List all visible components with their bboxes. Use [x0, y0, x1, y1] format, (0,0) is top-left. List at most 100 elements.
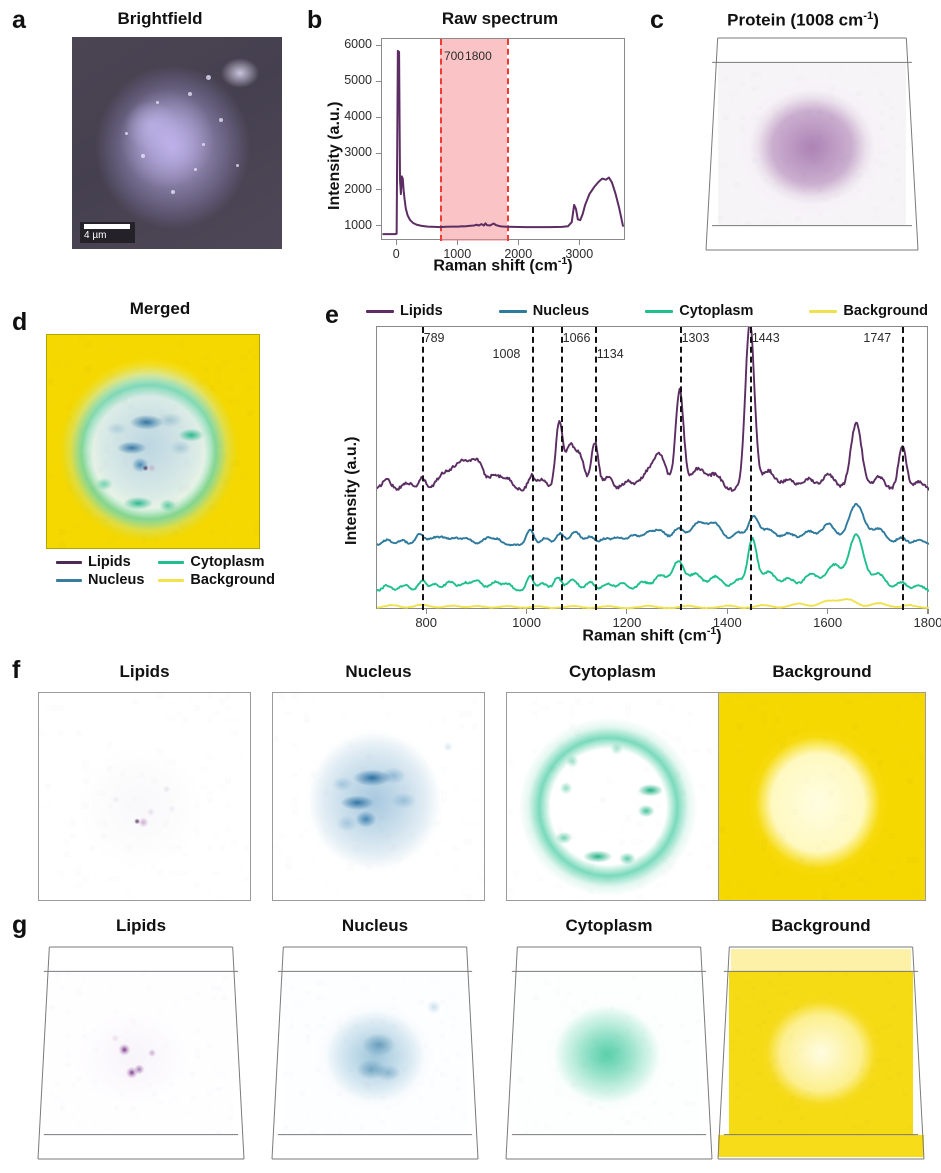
peak-label: 1008 — [492, 347, 521, 361]
volume-content — [717, 62, 907, 226]
volume-bottom-slab — [718, 1134, 924, 1157]
legend-swatch — [498, 309, 527, 313]
tick-mark — [376, 116, 381, 118]
tick-label: 0 — [392, 247, 400, 261]
tick-mark — [376, 188, 381, 191]
tick-label: 6000 — [344, 37, 372, 52]
peak-label: 789 — [423, 331, 445, 345]
tick-mark — [425, 609, 427, 614]
legend-item: Lipids — [56, 554, 144, 570]
volume-wireframe — [717, 946, 925, 1160]
tick-mark — [376, 152, 381, 155]
panel-f-map-title: Background — [772, 662, 872, 681]
legend-item: Cytoplasm — [645, 303, 753, 319]
panel-letter-g: g — [12, 911, 28, 939]
panel-g-map-title: Nucleus — [341, 916, 409, 935]
panel-g-map-title: Lipids — [115, 916, 167, 935]
legend-swatch — [56, 560, 82, 564]
peak-label: 1303 — [681, 331, 710, 345]
tick-label: 1400 — [712, 615, 742, 630]
panel-b-band-high-label: 1800 — [465, 49, 492, 63]
tick-label: 3000 — [344, 145, 372, 160]
panel-e-plot-area — [376, 326, 929, 610]
tick-mark — [525, 609, 528, 614]
volume-wireframe — [37, 946, 245, 1160]
panel-letter-f: f — [12, 656, 21, 684]
panel-b-plot-area: 700 1800 — [381, 38, 625, 241]
peak-marker-line — [421, 327, 424, 610]
panel-b-shaded-band — [439, 39, 508, 241]
panel-b-dashed-line-high — [507, 39, 510, 241]
panel-e-spectra-curves — [377, 327, 929, 610]
tick-label: 1200 — [612, 615, 642, 630]
panel-b-dashed-line-low — [439, 39, 442, 241]
panel-g-map-title: Background — [771, 916, 871, 935]
legend-swatch — [158, 560, 185, 564]
panel-b-xlabel: Raman shift (cm-1) — [433, 255, 573, 275]
tick-mark — [456, 240, 458, 245]
scale-bar-line — [84, 224, 130, 229]
legend-label: Background — [190, 572, 276, 588]
panel-b-title: Raw spectrum — [441, 9, 559, 28]
tick-label: 1000 — [344, 217, 372, 232]
legend-item: Lipids — [366, 303, 443, 319]
legend-label: Nucleus — [88, 572, 145, 588]
tick-label: 2000 — [504, 247, 533, 261]
volume-top-slab — [731, 949, 911, 972]
legend-item: Background — [809, 303, 928, 319]
peak-label: 1747 — [863, 331, 892, 345]
panel-g-volume-cytoplasm — [505, 946, 713, 1160]
legend-item: Nucleus — [56, 572, 144, 588]
tick-label: 2000 — [344, 181, 372, 196]
panel-f-map-nucleus — [272, 692, 485, 901]
peak-label: 1443 — [751, 331, 780, 345]
tick-label: 3000 — [565, 247, 594, 261]
tick-mark — [626, 609, 628, 614]
panel-f-map-title: Nucleus — [345, 662, 412, 681]
panel-letter-e: e — [325, 301, 339, 329]
panel-c-volume-render — [705, 37, 919, 251]
panel-d-title: Merged — [129, 299, 191, 318]
panel-g-volume-nucleus — [271, 946, 479, 1160]
panel-f-map-lipids — [38, 692, 251, 901]
legend-swatch — [809, 309, 838, 313]
legend-swatch — [366, 309, 394, 313]
tick-label: 5000 — [344, 73, 372, 88]
tick-mark — [376, 80, 381, 82]
tick-mark — [395, 240, 397, 245]
peak-marker-line — [594, 327, 597, 610]
volume-content — [729, 971, 913, 1135]
tick-label: 1000 — [512, 615, 541, 630]
volume-content — [49, 971, 233, 1135]
legend-label: Lipids — [400, 303, 443, 319]
volume-content — [517, 971, 701, 1135]
legend-label: Nucleus — [532, 303, 590, 319]
volume-wireframe — [705, 37, 919, 251]
peak-marker-line — [560, 327, 563, 610]
legend-label: Cytoplasm — [190, 554, 265, 570]
volume-content — [283, 971, 467, 1135]
panel-d-legend: Lipids Cytoplasm Nucleus Background — [56, 554, 275, 588]
tick-mark — [376, 224, 381, 227]
legend-label: Cytoplasm — [679, 303, 754, 319]
panel-letter-b: b — [307, 6, 323, 34]
peak-marker-line — [679, 327, 682, 610]
merged-map-image — [46, 334, 260, 549]
panel-f-map-title: Lipids — [119, 662, 170, 681]
panel-f-map-title: Cytoplasm — [569, 662, 656, 681]
legend-swatch — [158, 578, 185, 582]
legend-item: Nucleus — [498, 303, 590, 319]
tick-mark — [376, 44, 381, 46]
panel-g-volume-lipids — [37, 946, 245, 1160]
legend-swatch — [56, 578, 82, 582]
panel-b-band-low-label: 700 — [443, 49, 464, 63]
tick-mark — [517, 240, 519, 245]
panel-a-title: Brightfield — [117, 9, 203, 28]
brightfield-image: 4 µm — [72, 37, 282, 249]
panel-e-xlabel: Raman shift (cm-1) — [582, 625, 722, 645]
scale-bar: 4 µm — [80, 222, 135, 243]
legend-item: Cytoplasm — [158, 554, 275, 570]
panel-b-spectrum-curve — [382, 49, 624, 236]
legend-item: Background — [158, 572, 275, 588]
tick-label: 1600 — [813, 615, 843, 630]
